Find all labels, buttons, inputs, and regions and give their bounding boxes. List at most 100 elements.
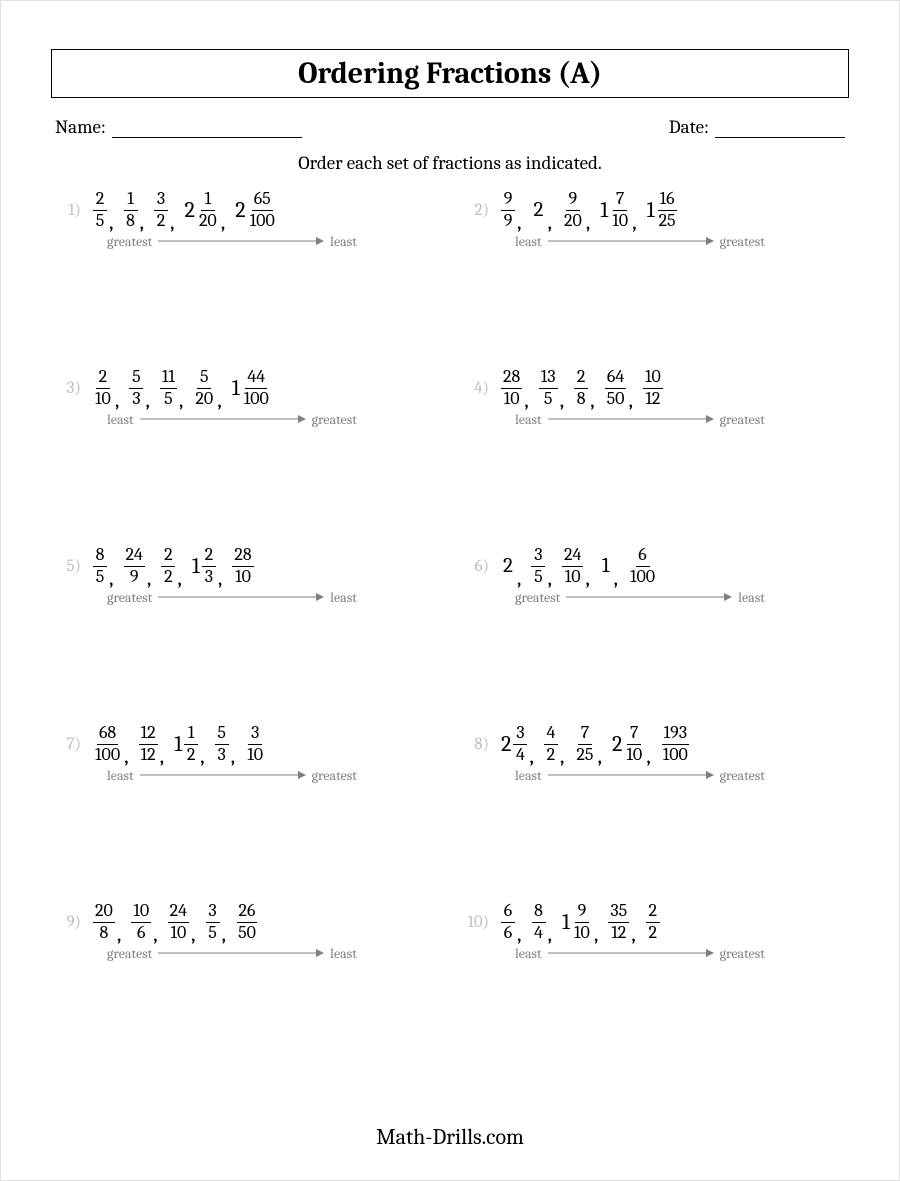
fraction: 1012 xyxy=(637,368,669,409)
arrow-icon xyxy=(548,775,714,776)
separator: , xyxy=(517,565,522,591)
fraction: 2810 xyxy=(226,546,259,587)
direction-to: greatest xyxy=(720,767,765,784)
problem-number: 6) xyxy=(459,557,495,576)
problem: 9) 208 , 106 , 2410 , 35 , 2650 greatest… xyxy=(51,896,441,1074)
separator: , xyxy=(221,209,226,235)
fraction-list: 2810 , 135 , 28 , 6450 , 1012 xyxy=(495,368,669,409)
fraction: 520 xyxy=(187,368,221,409)
fraction-list: 85 , 249 , 22 , 1 23 , 2810 xyxy=(87,546,260,587)
problem-number: 9) xyxy=(51,913,87,932)
worksheet-page: Ordering Fractions (A) Name: Date: Order… xyxy=(0,0,900,1181)
direction-to: greatest xyxy=(720,411,765,428)
direction-indicator: least greatest xyxy=(107,411,441,428)
direction-indicator: greatest least xyxy=(107,589,441,606)
direction-to: least xyxy=(330,233,357,250)
mixed-number: 1 44100 xyxy=(226,368,277,409)
separator: , xyxy=(170,209,175,235)
separator: , xyxy=(153,921,158,947)
problems-grid: 1) 25 , 18 , 32 , 2 120 , 2 65100 greate… xyxy=(51,184,849,1074)
separator: , xyxy=(145,387,150,413)
problem-number: 10) xyxy=(459,913,495,932)
problem-number: 2) xyxy=(459,201,495,220)
footer: Math-Drills.com xyxy=(51,1124,849,1150)
problem-number: 5) xyxy=(51,557,87,576)
problem-number: 1) xyxy=(51,201,87,220)
separator: , xyxy=(597,743,602,769)
fraction: 208 xyxy=(87,902,121,943)
direction-from: least xyxy=(515,233,542,250)
separator: , xyxy=(517,921,522,947)
direction-indicator: least greatest xyxy=(515,233,849,250)
separator: , xyxy=(109,565,114,591)
problem: 5) 85 , 249 , 22 , 1 23 , 2810 greatest … xyxy=(51,540,441,718)
separator: , xyxy=(200,743,205,769)
fraction: 920 xyxy=(556,190,590,231)
separator: , xyxy=(628,387,633,413)
direction-indicator: greatest least xyxy=(515,589,849,606)
separator: , xyxy=(547,565,552,591)
arrow-icon xyxy=(548,241,714,242)
direction-indicator: greatest least xyxy=(107,233,441,250)
header-row: Name: Date: xyxy=(51,116,849,138)
fraction: 310 xyxy=(239,724,271,765)
separator: , xyxy=(140,209,145,235)
mixed-number: 2 65100 xyxy=(229,190,283,231)
separator: , xyxy=(117,921,122,947)
direction-to: greatest xyxy=(720,945,765,962)
separator: , xyxy=(524,387,529,413)
separator: , xyxy=(115,387,120,413)
arrow-icon xyxy=(548,419,714,420)
direction-indicator: least greatest xyxy=(515,767,849,784)
arrow-icon xyxy=(140,775,306,776)
problem: 1) 25 , 18 , 32 , 2 120 , 2 65100 greate… xyxy=(51,184,441,362)
mixed-number: 1 910 xyxy=(556,902,598,943)
problem-number: 4) xyxy=(459,379,495,398)
name-blank[interactable] xyxy=(112,120,302,138)
mixed-number: 2 34 xyxy=(495,724,533,765)
fraction: 2810 xyxy=(495,368,528,409)
fraction: 68100 xyxy=(87,724,128,765)
separator: , xyxy=(109,209,114,235)
separator: , xyxy=(594,921,599,947)
direction-from: greatest xyxy=(107,589,152,606)
separator: , xyxy=(547,209,552,235)
direction-indicator: least greatest xyxy=(515,411,849,428)
direction-to: greatest xyxy=(312,411,357,428)
separator: , xyxy=(585,565,590,591)
direction-from: least xyxy=(515,767,542,784)
separator: , xyxy=(646,743,651,769)
fraction: 249 xyxy=(118,546,151,587)
separator: , xyxy=(613,565,618,591)
separator: , xyxy=(124,743,129,769)
fraction-list: 2 34 , 42 , 725 , 2 710 , 193100 xyxy=(495,724,696,765)
arrow-icon xyxy=(140,419,306,420)
mixed-number: 1 1625 xyxy=(641,190,684,231)
fraction: 2410 xyxy=(162,902,195,943)
separator: , xyxy=(222,921,227,947)
direction-from: greatest xyxy=(107,945,152,962)
direction-indicator: greatest least xyxy=(107,945,441,962)
problem: 3) 210 , 53 , 115 , 520 , 1 44100 least … xyxy=(51,362,441,540)
direction-from: least xyxy=(107,767,134,784)
mixed-number: 1 710 xyxy=(594,190,636,231)
problem: 6) 2, 35 , 2410 ,1, 6100 greatest least xyxy=(459,540,849,718)
arrow-icon xyxy=(158,241,324,242)
fraction: 2410 xyxy=(556,546,589,587)
arrow-icon xyxy=(566,597,732,598)
arrow-icon xyxy=(548,953,714,954)
separator: , xyxy=(529,743,534,769)
direction-indicator: least greatest xyxy=(515,945,849,962)
problem: 4) 2810 , 135 , 28 , 6450 , 1012 least g… xyxy=(459,362,849,540)
separator: , xyxy=(217,387,222,413)
problem: 7) 68100 , 1212 , 1 12 , 53 , 310 least … xyxy=(51,718,441,896)
page-title: Ordering Fractions (A) xyxy=(51,49,849,98)
direction-from: least xyxy=(515,945,542,962)
mixed-number: 2 710 xyxy=(606,724,650,765)
direction-from: greatest xyxy=(107,233,152,250)
date-blank[interactable] xyxy=(715,120,845,138)
separator: , xyxy=(160,743,165,769)
instructions: Order each set of fractions as indicated… xyxy=(51,152,849,174)
date-field: Date: xyxy=(669,116,845,138)
problem: 8) 2 34 , 42 , 725 , 2 710 , 193100 leas… xyxy=(459,718,849,896)
